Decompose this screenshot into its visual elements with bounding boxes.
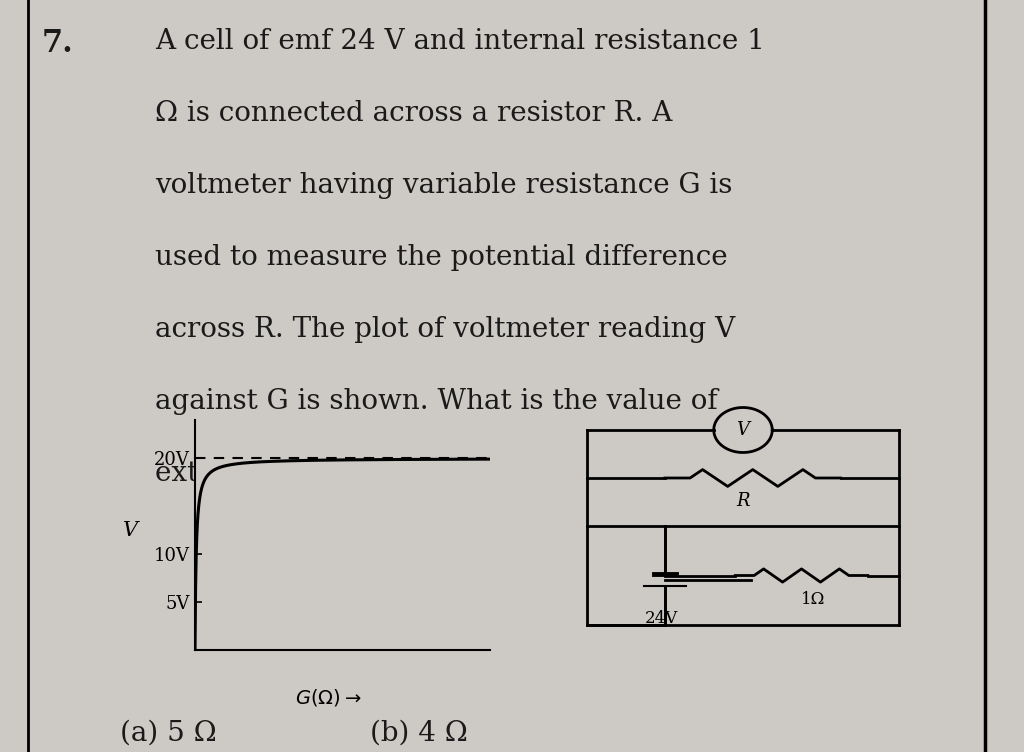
Text: V: V <box>736 421 750 439</box>
Text: 7.: 7. <box>42 28 74 59</box>
Text: $G(\Omega)\rightarrow$: $G(\Omega)\rightarrow$ <box>295 687 360 708</box>
Text: 1Ω: 1Ω <box>801 590 825 608</box>
Text: 24V: 24V <box>644 610 678 627</box>
Text: across R. The plot of voltmeter reading V: across R. The plot of voltmeter reading … <box>155 316 735 343</box>
Text: against G is shown. What is the value of: against G is shown. What is the value of <box>155 388 718 415</box>
Text: Ω is connected across a resistor R. A: Ω is connected across a resistor R. A <box>155 100 673 127</box>
Text: (a) 5 Ω: (a) 5 Ω <box>120 720 217 747</box>
Text: R: R <box>736 492 750 510</box>
Text: A cell of emf 24 V and internal resistance 1: A cell of emf 24 V and internal resistan… <box>155 28 765 55</box>
Text: V: V <box>123 521 137 540</box>
Text: used to measure the potential difference: used to measure the potential difference <box>155 244 728 271</box>
Text: voltmeter having variable resistance G is: voltmeter having variable resistance G i… <box>155 172 732 199</box>
Text: (b) 4 Ω: (b) 4 Ω <box>370 720 468 747</box>
Text: external resistor R?: external resistor R? <box>155 460 432 487</box>
